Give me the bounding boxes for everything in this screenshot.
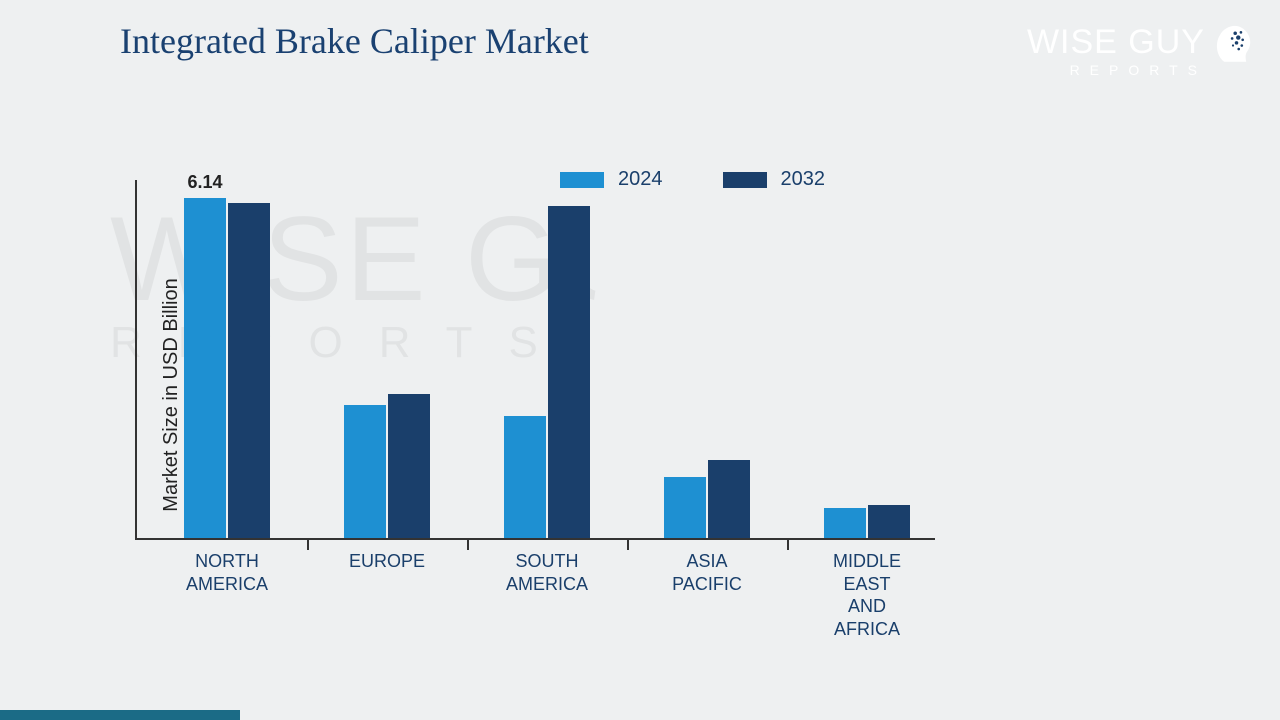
bar-2032	[868, 505, 910, 538]
category-label: MIDDLEEASTANDAFRICA	[807, 550, 927, 640]
bar-2024	[824, 508, 866, 538]
bar-2024	[184, 198, 226, 538]
category-label: EUROPE	[327, 550, 447, 573]
x-axis-tick	[307, 538, 309, 550]
bottom-accent-bar	[0, 710, 240, 720]
x-axis-tick	[627, 538, 629, 550]
x-axis-tick	[787, 538, 789, 550]
bar-2032	[228, 203, 270, 538]
x-axis-tick	[467, 538, 469, 550]
chart-area: Market Size in USD Billion 6.14NORTHAMER…	[95, 180, 935, 610]
brand-head-icon	[1211, 20, 1255, 64]
bar-2032	[548, 206, 590, 538]
bar-group	[504, 206, 590, 538]
bar-group	[824, 505, 910, 538]
page-root: WISE GUY REPORTS Integrated Brake Calipe…	[0, 0, 1280, 720]
category-label: SOUTHAMERICA	[487, 550, 607, 595]
bar-group	[344, 394, 430, 538]
plot-area: 6.14NORTHAMERICAEUROPESOUTHAMERICAASIAPA…	[135, 180, 935, 540]
bar-group: 6.14	[184, 198, 270, 538]
bar-2032	[388, 394, 430, 538]
bar-2024	[344, 405, 386, 538]
bar-2024	[664, 477, 706, 538]
brand-logo-main: WISE GUY	[1027, 20, 1255, 64]
brand-logo-sub: REPORTS	[1027, 62, 1255, 78]
bar-group	[664, 460, 750, 538]
category-label: ASIAPACIFIC	[647, 550, 767, 595]
bar-2024	[504, 416, 546, 538]
chart-title: Integrated Brake Caliper Market	[120, 20, 589, 62]
bar-value-label: 6.14	[187, 172, 222, 193]
bar-2032	[708, 460, 750, 538]
brand-name-text: WISE GUY	[1027, 23, 1205, 62]
category-label: NORTHAMERICA	[167, 550, 287, 595]
brand-logo: WISE GUY REPORTS	[1027, 20, 1255, 78]
